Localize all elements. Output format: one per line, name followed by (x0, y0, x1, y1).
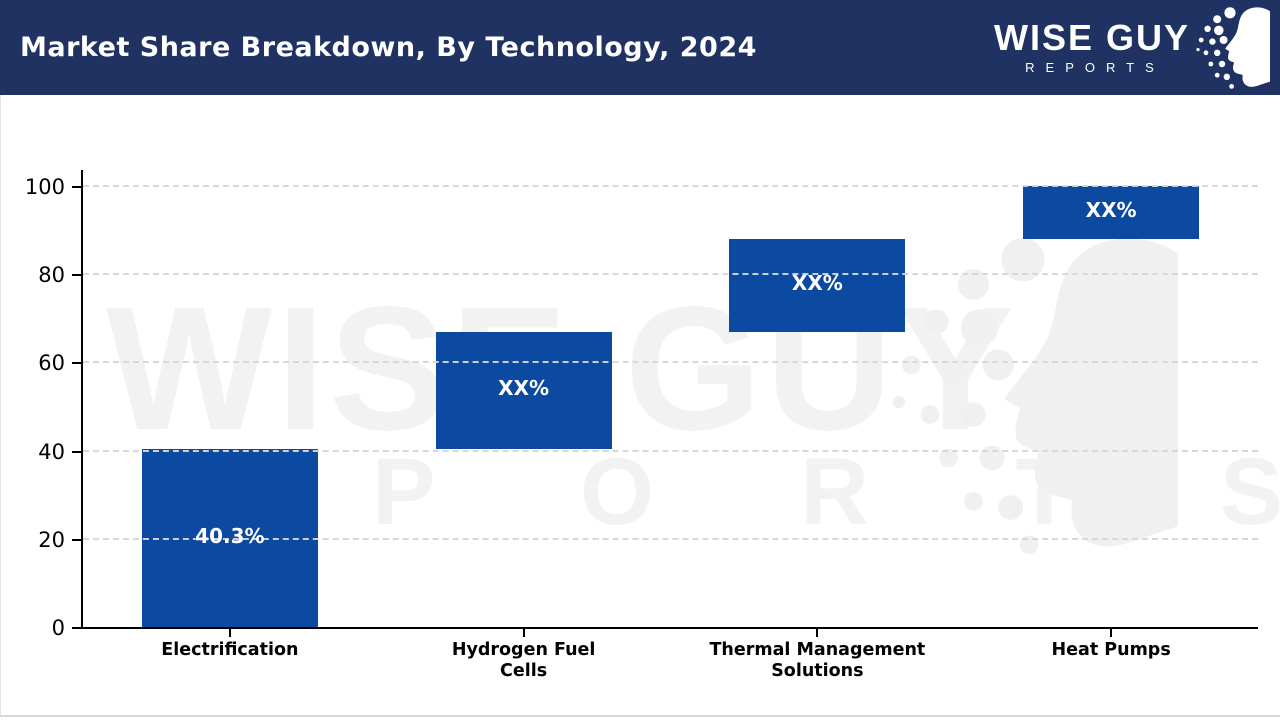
dotted-head-logo-icon (1196, 6, 1270, 89)
x-axis-line (81, 627, 1258, 629)
y-tick-60 (72, 362, 81, 365)
category-label-3: Heat Pumps (1051, 640, 1171, 660)
x-tick-1 (522, 629, 525, 637)
left-edge-divider (0, 95, 1, 716)
gridline-40 (83, 449, 1258, 452)
logo-subtitle: REPORTS (1025, 60, 1165, 75)
gridline-60 (83, 361, 1258, 364)
bar-heat-pumps (1023, 186, 1200, 239)
y-tick-0 (72, 627, 81, 629)
header-bar: Market Share Breakdown, By Technology, 2… (0, 0, 1280, 95)
y-tick-label-20: 20 (38, 527, 65, 552)
gridline-100 (83, 185, 1258, 187)
y-tick-label-100: 100 (24, 175, 65, 199)
watermark-head-icon (892, 237, 1178, 555)
y-tick-20 (72, 538, 81, 541)
bar-hydrogen-fuel-cells (435, 331, 612, 450)
bar-value-label: XX% (1085, 198, 1137, 223)
category-label-0: Electrification (161, 640, 299, 660)
category-label-2: Thermal Management Solutions (709, 640, 926, 681)
y-tick-40 (72, 450, 81, 453)
category-label-1: Hydrogen Fuel Cells (451, 640, 596, 681)
y-tick-100 (72, 186, 81, 188)
chart-title: Market Share Breakdown, By Technology, 2… (20, 32, 757, 63)
y-tick-label-80: 80 (38, 263, 65, 288)
wiseguy-logo: WISE GUY REPORTS (994, 3, 1270, 93)
y-tick-label-0: 0 (51, 616, 65, 640)
gridline-20 (83, 537, 1258, 540)
bar-thermal-management-solutions (729, 238, 906, 332)
bar-value-label: 40.3% (195, 524, 265, 549)
x-tick-2 (816, 629, 819, 637)
y-tick-80 (72, 274, 81, 277)
x-tick-3 (1110, 629, 1113, 637)
bar-value-label: XX% (791, 271, 843, 296)
logo-text: WISE GUY REPORTS (993, 17, 1190, 76)
bar-value-label: XX% (498, 376, 550, 401)
logo-wordmark: WISE GUY (993, 17, 1190, 58)
y-tick-label-40: 40 (38, 439, 65, 464)
y-tick-label-60: 60 (38, 351, 65, 376)
x-tick-0 (228, 629, 231, 637)
gridline-80 (83, 273, 1258, 276)
y-axis-line (81, 170, 83, 629)
bottom-edge-divider (0, 715, 1280, 717)
